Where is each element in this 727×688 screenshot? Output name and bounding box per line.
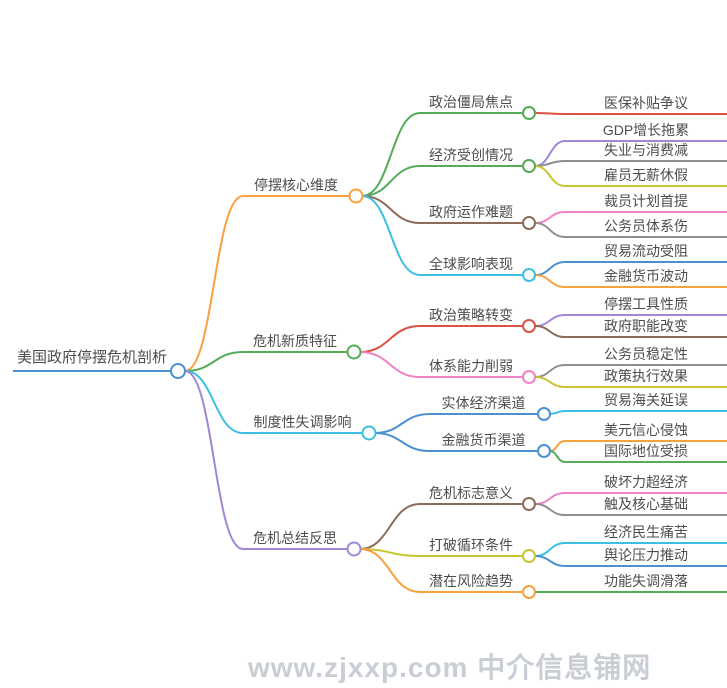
link-1-3-2 bbox=[534, 222, 566, 238]
mindmap-node-1-2-1[interactable]: GDP增长拖累 bbox=[602, 122, 690, 138]
mindmap-node-4-3-1[interactable]: 功能失调滑落 bbox=[604, 573, 688, 589]
link-1-4 bbox=[361, 195, 421, 276]
link-3-2-1 bbox=[549, 440, 566, 452]
link-4-2-1 bbox=[534, 542, 566, 557]
link-3-2 bbox=[374, 432, 431, 452]
mindmap-node-3-2-2[interactable]: 国际地位受损 bbox=[604, 443, 688, 459]
link-4-2-2 bbox=[534, 555, 566, 567]
link-1-2 bbox=[361, 165, 421, 197]
collapse-toggle-2-2[interactable] bbox=[522, 370, 536, 384]
mindmap-node-1-2-2[interactable]: 失业与消费减 bbox=[604, 142, 688, 158]
mindmap-node-2-2-1[interactable]: 公务员稳定性 bbox=[604, 346, 688, 362]
link-2-1-2 bbox=[534, 325, 566, 338]
mindmap-node-2[interactable]: 危机新质特征 bbox=[253, 333, 337, 349]
mindmap-node-3-2[interactable]: 金融货币渠道 bbox=[441, 432, 526, 448]
mindmap-node-4-1[interactable]: 危机标志意义 bbox=[429, 485, 513, 501]
link-2-2-1 bbox=[534, 364, 566, 378]
link-1-4-1 bbox=[534, 261, 566, 276]
mindmap-node-1-3-2[interactable]: 公务员体系伤 bbox=[604, 218, 688, 234]
collapse-toggle-1-4[interactable] bbox=[522, 268, 536, 282]
mindmap-node-1-2-3[interactable]: 雇员无薪休假 bbox=[604, 167, 688, 183]
collapse-toggle-3-2[interactable] bbox=[537, 444, 551, 458]
collapse-toggle-3-1[interactable] bbox=[537, 407, 551, 421]
link-root-2 bbox=[184, 351, 244, 372]
collapse-toggle-root[interactable] bbox=[170, 363, 186, 379]
link-1-3 bbox=[361, 195, 421, 224]
mindmap-node-1-2[interactable]: 经济受创情况 bbox=[429, 147, 513, 163]
mindmap-node-1[interactable]: 停摆核心维度 bbox=[254, 177, 338, 193]
mindmap-node-3[interactable]: 制度性失调影响 bbox=[253, 414, 352, 430]
link-2-1 bbox=[359, 325, 421, 353]
mindmap-node-2-2[interactable]: 体系能力削弱 bbox=[429, 358, 513, 374]
mindmap-node-root[interactable]: 美国政府停摆危机剖析 bbox=[16, 349, 167, 366]
mindmap-node-4-3[interactable]: 潜在风险趋势 bbox=[429, 573, 513, 589]
link-3-2-2 bbox=[549, 450, 566, 463]
mindmap-node-3-1-1[interactable]: 贸易海关延误 bbox=[604, 392, 688, 408]
mindmap-node-2-1-2[interactable]: 政府职能改变 bbox=[604, 318, 688, 334]
link-1-4-2 bbox=[534, 274, 566, 288]
collapse-toggle-4[interactable] bbox=[346, 541, 362, 557]
collapse-toggle-1-1[interactable] bbox=[522, 106, 536, 120]
mindmap-node-1-4[interactable]: 全球影响表现 bbox=[429, 256, 513, 272]
link-root-3 bbox=[184, 370, 244, 434]
link-4-1-2 bbox=[534, 503, 566, 516]
collapse-toggle-1[interactable] bbox=[348, 188, 364, 204]
mindmap-node-1-4-2[interactable]: 金融货币波动 bbox=[604, 268, 688, 284]
link-root-1 bbox=[184, 195, 244, 372]
link-2-2 bbox=[359, 351, 421, 378]
watermark-text: www.zjxxp.com 中介信息铺网 bbox=[248, 652, 652, 683]
mindmap-node-1-4-1[interactable]: 贸易流动受阻 bbox=[604, 243, 688, 259]
collapse-toggle-2[interactable] bbox=[346, 344, 362, 360]
collapse-toggle-3[interactable] bbox=[361, 425, 377, 441]
mindmap-node-1-1[interactable]: 政治僵局焦点 bbox=[429, 94, 513, 110]
mindmap-node-2-1-1[interactable]: 停摆工具性质 bbox=[604, 296, 688, 312]
mindmap-node-2-1[interactable]: 政治策略转变 bbox=[429, 307, 513, 323]
link-1-2-2 bbox=[534, 160, 566, 167]
link-3-1 bbox=[374, 413, 431, 434]
link-2-2-2 bbox=[534, 376, 566, 388]
link-1-1 bbox=[361, 112, 421, 197]
mindmap-node-1-1-1[interactable]: 医保补贴争议 bbox=[604, 95, 688, 111]
collapse-toggle-4-2[interactable] bbox=[522, 549, 536, 563]
mindmap-node-3-2-1[interactable]: 美元信心侵蚀 bbox=[604, 422, 688, 438]
mindmap-node-4[interactable]: 危机总结反思 bbox=[253, 530, 337, 546]
mindmap-node-4-2-2[interactable]: 舆论压力推动 bbox=[604, 547, 688, 563]
mindmap-node-2-2-2[interactable]: 政策执行效果 bbox=[604, 368, 688, 384]
link-4-3 bbox=[359, 548, 421, 593]
mindmap-node-3-1[interactable]: 实体经济渠道 bbox=[441, 395, 526, 411]
mindmap-node-4-2-1[interactable]: 经济民生痛苦 bbox=[604, 524, 688, 540]
mindmap-node-1-3-1[interactable]: 裁员计划首提 bbox=[604, 193, 688, 209]
link-4-1 bbox=[359, 503, 421, 550]
link-1-3-1 bbox=[534, 211, 566, 224]
link-1-2-1 bbox=[534, 140, 566, 167]
collapse-toggle-1-3[interactable] bbox=[522, 216, 536, 230]
collapse-toggle-1-2[interactable] bbox=[522, 159, 536, 173]
link-1-1-1 bbox=[534, 112, 566, 115]
mindmap-node-4-1-2[interactable]: 触及核心基础 bbox=[604, 496, 688, 512]
link-2-1-1 bbox=[534, 314, 566, 327]
link-4-1-1 bbox=[534, 492, 566, 505]
link-root-4 bbox=[184, 370, 244, 550]
link-3-1-1 bbox=[549, 410, 566, 415]
collapse-toggle-4-3[interactable] bbox=[522, 585, 536, 599]
mindmap-node-1-3[interactable]: 政府运作难题 bbox=[429, 204, 513, 220]
mindmap-node-4-1-1[interactable]: 破坏力超经济 bbox=[604, 474, 688, 490]
collapse-toggle-2-1[interactable] bbox=[522, 319, 536, 333]
mindmap-node-4-2[interactable]: 打破循环条件 bbox=[429, 537, 513, 553]
collapse-toggle-4-1[interactable] bbox=[522, 497, 536, 511]
link-1-2-3 bbox=[534, 165, 566, 187]
